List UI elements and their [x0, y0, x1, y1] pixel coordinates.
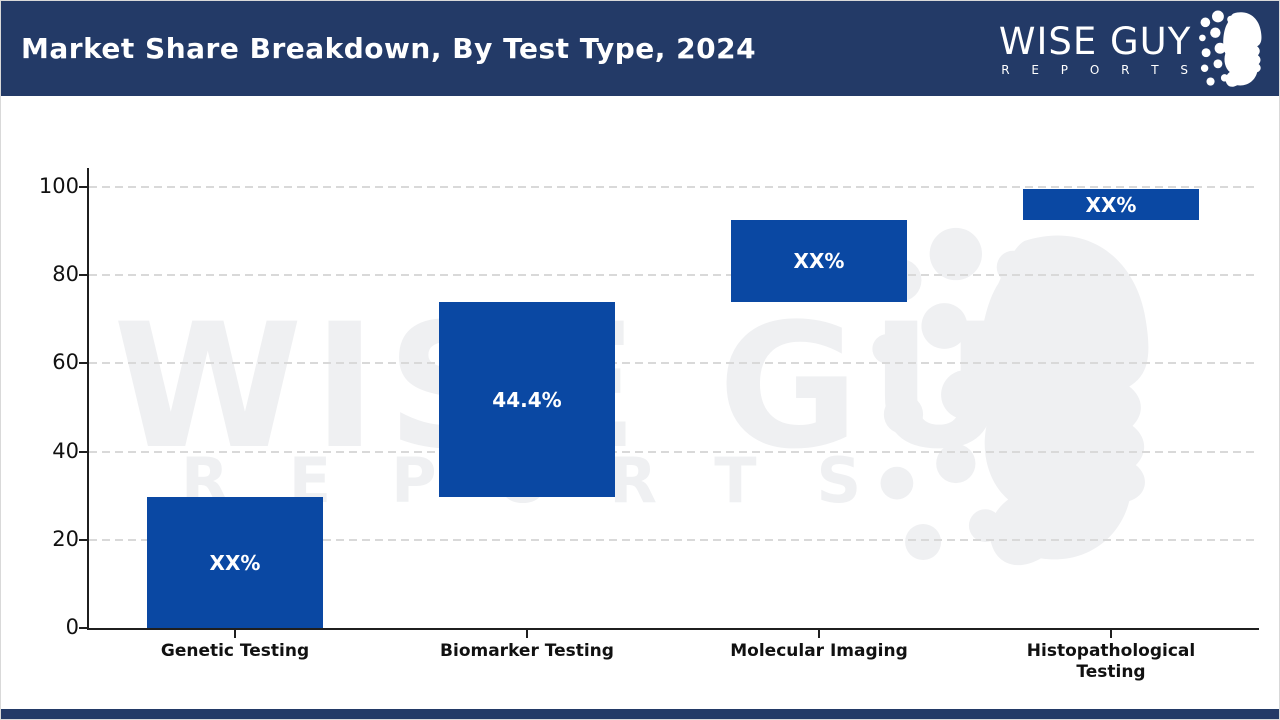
gridline	[89, 274, 1257, 277]
y-tick-label: 100	[38, 174, 79, 198]
logo-face-icon	[1199, 10, 1262, 87]
y-tick-mark	[79, 274, 88, 277]
bar-value-label: 44.4%	[492, 387, 562, 412]
logo-subtitle: R E P O R T S	[1001, 62, 1197, 77]
bar-segment: XX%	[731, 220, 907, 302]
x-tick-label: Molecular Imaging	[730, 641, 908, 661]
bar-segment: XX%	[147, 497, 323, 628]
y-tick-mark	[79, 627, 88, 629]
y-tick-label: 0	[65, 615, 79, 639]
gridline	[89, 362, 1257, 365]
x-tick-mark	[526, 630, 528, 638]
x-tick-mark	[818, 630, 820, 638]
x-tick-mark	[234, 630, 236, 638]
y-tick-mark	[79, 186, 88, 188]
chart-title: Market Share Breakdown, By Test Type, 20…	[21, 32, 757, 65]
y-tick-label: 60	[52, 350, 79, 375]
y-tick-label: 40	[52, 438, 79, 463]
wise-guy-logo: WISE GUY R E P O R T S	[997, 7, 1269, 91]
bar-segment: XX%	[1023, 189, 1199, 221]
y-tick-label: 20	[52, 526, 79, 551]
bar-value-label: XX%	[793, 248, 845, 273]
y-tick-mark	[79, 450, 88, 453]
y-tick-label: 80	[52, 262, 79, 287]
logo-text: WISE GUY R E P O R T S	[997, 23, 1193, 76]
y-axis-line	[87, 168, 89, 630]
footer-bar	[1, 709, 1279, 719]
gridline	[89, 538, 1257, 541]
gridline	[89, 186, 1257, 188]
bar-value-label: XX%	[1085, 192, 1137, 217]
title-bar: Market Share Breakdown, By Test Type, 20…	[1, 1, 1279, 96]
bar-value-label: XX%	[209, 550, 261, 575]
watermark-face-icon	[872, 227, 1149, 566]
gridline	[89, 450, 1257, 453]
x-tick-label: Biomarker Testing	[440, 641, 614, 661]
y-tick-mark	[79, 362, 88, 365]
x-axis-line	[87, 628, 1259, 630]
y-tick-mark	[79, 538, 88, 541]
x-tick-label: Histopathological Testing	[1026, 641, 1196, 683]
x-tick-mark	[1110, 630, 1112, 638]
x-tick-label: Genetic Testing	[160, 641, 310, 661]
bar-segment: 44.4%	[439, 301, 615, 498]
logo-wordmark: WISE GUY	[998, 19, 1192, 63]
